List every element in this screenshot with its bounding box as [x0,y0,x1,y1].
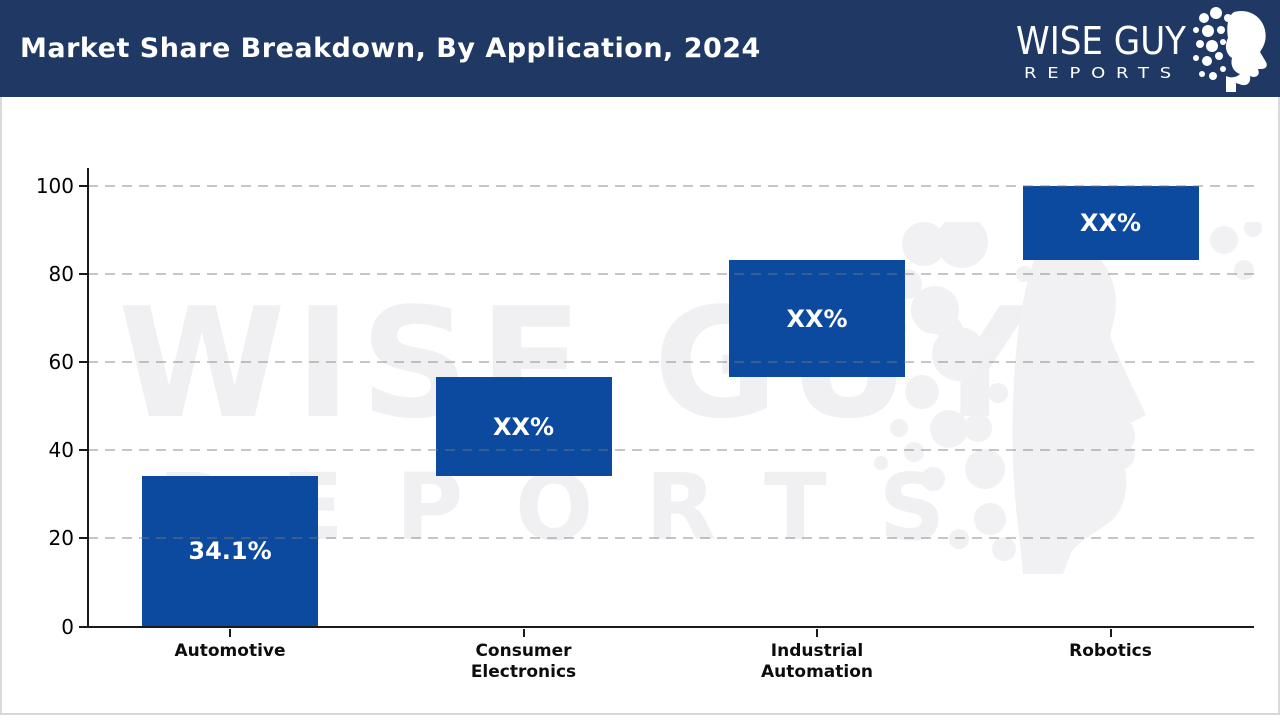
x-tick [816,628,818,637]
chart-title: Market Share Breakdown, By Application, … [20,33,761,64]
y-tick-label: 40 [48,438,74,463]
y-tick-label: 0 [61,614,74,639]
bar-value-label: 34.1% [188,537,272,566]
y-tick [79,625,87,628]
x-tick [229,628,231,637]
gridline-60 [88,361,1254,364]
y-tick [79,537,87,540]
y-tick [79,449,87,452]
gridline-100 [88,185,1254,187]
logo-reports-text: REPORTS [1024,64,1182,82]
left-border [0,97,2,714]
bar-value-label: XX% [492,412,555,441]
x-axis-spine [87,626,1254,628]
y-tick-label: 80 [48,262,74,287]
y-tick-label: 100 [35,174,74,198]
bar-automotive [142,476,318,627]
y-tick [79,185,87,187]
bar-value-label: XX% [786,304,848,333]
logo-wordmark-text: WISE GUY [1016,19,1187,63]
gridline-20 [88,537,1254,540]
dotted-head-icon [1193,7,1267,93]
bottom-rule [0,713,1280,715]
x-category-label: Industrial Automation [761,640,873,682]
x-tick [522,628,525,637]
right-border [1278,97,1280,714]
y-tick [79,361,87,364]
bar-value-label: XX% [1079,209,1142,238]
y-axis-spine [87,168,89,628]
bar-consumer-electronics [435,377,612,477]
gridline-40 [88,449,1254,452]
y-tick-label: 20 [48,526,74,551]
bar-robotics [1022,186,1199,261]
gridline-80 [88,273,1254,276]
x-category-label: Consumer Electronics [470,640,577,682]
x-tick [1109,628,1112,637]
header-bar: Market Share Breakdown, By Application, … [0,0,1280,97]
y-tick [79,273,87,276]
y-tick-label: 60 [48,350,74,375]
x-category-label: Automotive [174,640,286,661]
x-category-label: Robotics [1069,640,1152,661]
bar-industrial-automation [729,260,905,378]
plot-area: 34.1% Automotive XX% Consumer Electronics XX… [0,97,1280,713]
wise-guy-logo: WISE GUY REPORTS [1016,7,1267,93]
